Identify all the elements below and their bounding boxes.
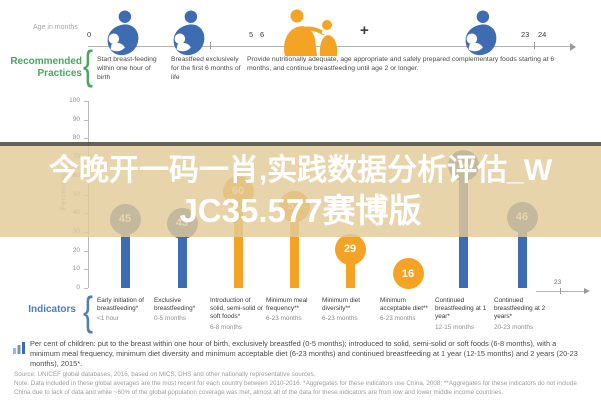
recommended-practices-title: Recommended Practices	[6, 56, 82, 79]
age-tick-23: 23	[521, 30, 530, 39]
recommended-title-line1: Recommended	[10, 56, 82, 67]
lollipop-stem	[345, 249, 355, 288]
note-line: Note: Data included in these global aver…	[14, 380, 577, 397]
indicator-name: Minimum acceptable diet**	[380, 297, 428, 313]
lollipop-stem	[120, 219, 130, 288]
indicators-title: Indicators	[28, 304, 76, 315]
indicator-label: Minimum meal frequency** 6-23 months	[266, 297, 322, 324]
indicator-label: Exclusive breastfeeding* 0-5 months	[154, 297, 210, 324]
indicator-age-range: 6-23 months	[380, 315, 416, 323]
y-tick-label: 80	[72, 134, 80, 142]
indicator-name: Exclusive breastfeeding*	[154, 297, 196, 313]
x-axis-end-label: 23	[554, 279, 562, 286]
banner-text-line2: JC35.577赛博版	[179, 191, 422, 229]
indicator-age-range: 6-23 months	[322, 315, 358, 323]
source-note: Source: UNICEF global databases, 2016, b…	[14, 370, 592, 397]
breastfeeding-icon	[107, 10, 139, 56]
chart-footnote: Per cent of children: put to the breast …	[30, 339, 578, 368]
y-tick-label: 20	[72, 246, 80, 254]
indicator-name: Introduction of solid, semi-solid or sof…	[210, 297, 263, 321]
age-tickmark-1	[210, 42, 211, 49]
plus-sign: +	[360, 22, 369, 39]
age-tick-6: 6	[260, 30, 265, 39]
indicator-age-range: 6-23 months	[266, 315, 302, 323]
indicator-label: Continued breastfeeding at 2 years* 20-23…	[494, 297, 550, 332]
y-tick-label: 10	[72, 265, 80, 273]
y-tick-label: 90	[72, 115, 80, 123]
indicator-age-range: 12-15 months	[435, 323, 475, 331]
y-tick-mark	[84, 250, 88, 252]
y-tick-mark	[84, 138, 88, 140]
y-tick-mark	[84, 101, 88, 102]
indicator-name: Continued breastfeeding at 1 year*	[435, 297, 487, 321]
indicators-brace: {	[83, 290, 94, 335]
y-tick-mark	[84, 119, 88, 121]
x-axis-end-arrow-icon	[584, 288, 590, 294]
recommendation-3: Provide nutritionally adequate, age appr…	[247, 56, 555, 72]
indicator-name: Minimum diet diversity**	[322, 297, 360, 313]
indicator-label: Early initiation of breastfeeding* <1 hou…	[97, 297, 153, 324]
recommended-title-line2: Practices	[37, 67, 82, 79]
indicator-name: Continued breastfeeding at 2 years*	[494, 297, 546, 321]
recommendation-1: Start breast-feeding within one hour of …	[97, 56, 157, 81]
indicator-age-range: 6-8 months	[210, 323, 242, 331]
y-tick-mark	[84, 288, 88, 289]
lollipop-stem	[289, 206, 299, 288]
source-line: Source: UNICEF global databases, 2016, b…	[14, 371, 316, 378]
age-tickmark-2	[534, 42, 535, 49]
banner-top-strip	[0, 142, 601, 146]
complementary-feeding-icon	[284, 9, 338, 56]
indicator-label: Introduction of solid, semi-solid or sof…	[210, 297, 266, 332]
indicator-age-range: 0-5 months	[154, 315, 186, 323]
recommendation-2: Breastfeed exclusively for the first 6 m…	[171, 56, 241, 81]
age-tick-0: 0	[87, 30, 92, 39]
indicator-name: Minimum meal frequency**	[266, 297, 308, 313]
y-tick-label: 100	[69, 97, 80, 104]
indicator-label: Minimum acceptable diet** 6-23 months	[380, 297, 436, 324]
x-axis-end-tick	[560, 288, 561, 294]
indicator-age-range: <1 hour	[97, 315, 119, 323]
indicator-age-range: 20-23 months	[494, 323, 534, 331]
indicator-label: Continued breastfeeding at 1 year* 12-15 …	[435, 297, 491, 332]
indicator-name: Early initiation of breastfeeding*	[97, 297, 144, 313]
recommended-brace: {	[83, 44, 94, 89]
lollipop-stem	[517, 217, 527, 288]
age-tick-24: 24	[538, 30, 547, 39]
age-axis-arrow-icon	[570, 43, 576, 51]
lollipop-stem	[177, 223, 187, 288]
age-axis-label: Age in months	[33, 24, 78, 31]
y-tick-label: 0	[76, 284, 80, 291]
lollipop-value-circle: 29	[334, 233, 366, 265]
indicator-label: Minimum diet diversity** 6-23 months	[322, 297, 378, 324]
bar-chart-icon	[13, 342, 25, 354]
y-tick-mark	[84, 269, 88, 271]
breastfeeding-icon	[465, 10, 497, 56]
lollipop-value-circle: 16	[392, 258, 424, 290]
banner-text-line1: 今晚开一码一肖,实践数据分析评估_W	[48, 154, 553, 188]
lollipop-stem	[233, 191, 243, 288]
overlay-banner: 今晚开一码一肖,实践数据分析评估_W JC35.577赛博版	[0, 146, 601, 237]
breastfeeding-icon	[173, 10, 205, 56]
age-tick-5: 5	[249, 30, 254, 39]
